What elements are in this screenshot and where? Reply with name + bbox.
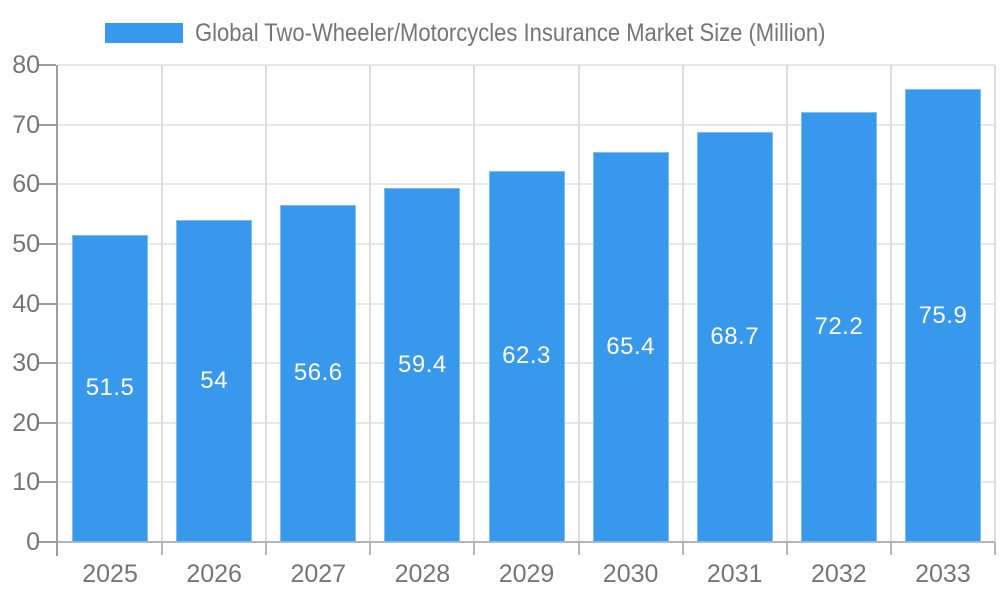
gridline-vertical	[785, 65, 788, 542]
y-axis-tick	[39, 541, 56, 543]
bar-value-label: 75.9	[918, 301, 968, 329]
y-axis-label: 20	[12, 408, 40, 437]
y-axis-tick	[39, 242, 56, 245]
x-axis-label: 2026	[186, 560, 242, 588]
y-axis-label: 30	[12, 349, 40, 378]
gridline-vertical	[994, 65, 996, 542]
bar-2033[interactable]: 75.9	[904, 89, 981, 542]
bar-value-label: 62.3	[502, 342, 551, 370]
y-axis-tick	[39, 481, 56, 484]
y-axis-tick	[39, 64, 56, 66]
gridline-vertical	[889, 65, 892, 542]
gridline-vertical	[369, 65, 372, 542]
bar-2029[interactable]: 62.3	[488, 170, 565, 542]
bar-value-label: 72.2	[814, 312, 864, 340]
bar-2025[interactable]: 51.5	[72, 234, 149, 542]
gridline-horizontal	[58, 123, 995, 126]
x-axis-tick	[265, 542, 268, 555]
gridline-vertical	[265, 65, 268, 542]
x-axis-label: 2032	[811, 560, 867, 588]
bar-2032[interactable]: 72.2	[800, 111, 877, 542]
gridline-horizontal	[58, 64, 995, 66]
y-axis-tick	[39, 362, 56, 365]
bar-value-label: 68.7	[710, 323, 760, 351]
y-axis-label: 60	[12, 170, 40, 199]
y-axis-tick	[39, 123, 56, 126]
x-axis-tick	[994, 542, 996, 555]
x-axis-label: 2031	[706, 560, 763, 588]
bar-value-label: 56.6	[293, 359, 343, 387]
x-axis-label: 2033	[915, 560, 971, 588]
gridline-vertical	[161, 65, 164, 542]
x-axis-label: 2029	[498, 560, 555, 588]
x-axis-label: 2028	[394, 560, 451, 588]
bar-value-label: 59.4	[398, 350, 447, 378]
gridline-vertical	[473, 65, 476, 542]
x-axis-label: 2025	[82, 560, 138, 588]
y-axis-label: 70	[12, 110, 40, 139]
x-axis-tick	[785, 542, 788, 555]
bar-value-label: 54	[200, 367, 228, 395]
bar-2031[interactable]: 68.7	[696, 132, 773, 542]
y-axis-label: 50	[12, 229, 40, 258]
y-axis-label: 80	[12, 51, 40, 79]
x-axis-tick	[577, 542, 580, 555]
bar-2028[interactable]: 59.4	[384, 187, 461, 542]
x-axis-tick	[369, 542, 372, 555]
legend[interactable]: Global Two-Wheeler/Motorcycles Insurance…	[0, 0, 1000, 55]
y-axis-label: 40	[12, 289, 40, 318]
y-axis-label: 0	[26, 528, 40, 556]
x-axis-tick	[889, 542, 892, 555]
y-axis-tick	[39, 421, 56, 424]
y-axis-label: 10	[12, 468, 40, 497]
x-axis-tick	[161, 542, 164, 555]
bar-value-label: 51.5	[85, 374, 135, 402]
bar-2027[interactable]: 56.6	[280, 204, 357, 542]
x-axis-line	[58, 541, 995, 543]
legend-label: Global Two-Wheeler/Motorcycles Insurance…	[195, 19, 826, 47]
x-axis-tick	[681, 542, 684, 555]
x-axis-label: 2027	[290, 560, 347, 588]
y-axis-line	[56, 65, 58, 556]
bar-2030[interactable]: 65.4	[592, 152, 669, 542]
y-axis-tick	[39, 302, 56, 305]
plot-area: 51.5 54 56.6 59.4 62.3 65.4 68.7 72.2 75.9	[39, 64, 996, 556]
x-axis-tick	[473, 542, 476, 555]
gridline-vertical	[681, 65, 684, 542]
x-axis-label: 2030	[602, 560, 659, 588]
legend-swatch	[105, 23, 183, 43]
gridline-vertical	[577, 65, 580, 542]
bar-value-label: 65.4	[606, 333, 655, 361]
bar-2026[interactable]: 54	[176, 220, 253, 542]
y-axis-tick	[39, 183, 56, 186]
